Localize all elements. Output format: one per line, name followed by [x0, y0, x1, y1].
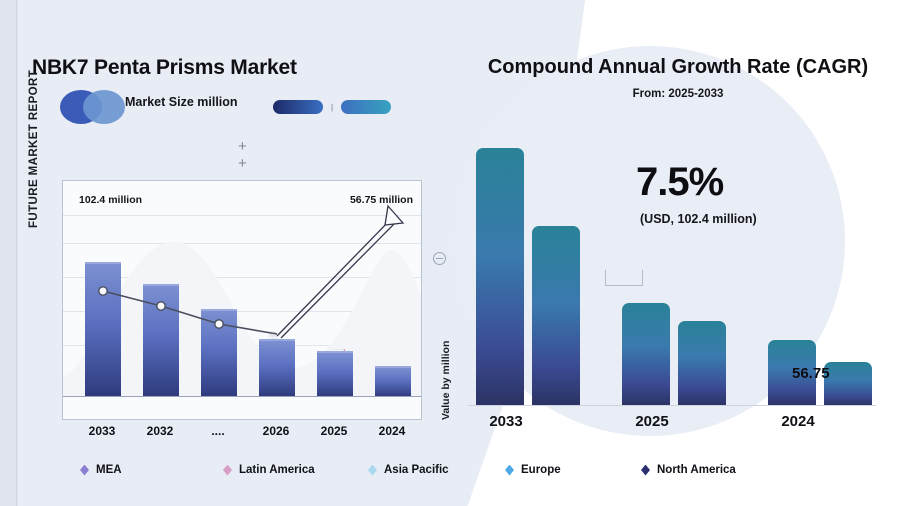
background-left-strip — [0, 0, 18, 506]
x-tick-label: 2032 — [146, 424, 174, 438]
left-chart-note-end: 56.75 million — [349, 194, 413, 206]
page-title: NBK7 Penta Prisms Market — [32, 56, 297, 79]
x-tick-label: 2026 — [262, 424, 290, 438]
right-chart-baseline — [468, 404, 876, 406]
minus-circle-icon — [433, 252, 446, 265]
right-chart-y-axis-title: Value by million — [440, 340, 452, 420]
legend-label: Europe — [521, 464, 561, 476]
legend-item-europe[interactable]: Europe — [505, 464, 641, 476]
cagr-subtitle: From: 2025-2033 — [632, 88, 724, 100]
table-row — [824, 362, 872, 406]
legend-pill-secondary — [341, 100, 392, 114]
gridline — [63, 215, 421, 216]
left-chart-x-axis-labels: 2033 2032 .... 2026 2025 2024 — [62, 424, 422, 444]
x-tick-label: 2033 — [489, 413, 523, 430]
gridline — [63, 277, 421, 278]
right-chart-plot-area: 56.75 2033 2025 2024 — [462, 140, 882, 430]
x-tick-label: 2024 — [781, 413, 815, 430]
legend-marker-icon — [368, 464, 377, 476]
legend-item-mea[interactable]: MEA — [80, 464, 223, 476]
legend-item-latin-america[interactable]: Latin America — [223, 464, 368, 476]
chart-legend: MEA Latin America Asia Pacific Europe No… — [80, 464, 736, 476]
bar-value-label: 56.75 — [792, 365, 830, 382]
gridline — [63, 243, 421, 244]
table-row — [85, 262, 121, 397]
logo-circle-light — [83, 90, 125, 124]
cagr-value: 7.5% — [636, 160, 724, 204]
table-row — [768, 340, 816, 406]
ghost-document-icon: 🗎 — [268, 331, 278, 345]
decorative-plus-marks: + + — [238, 138, 247, 172]
left-chart-note-start: 102.4 million — [79, 194, 143, 206]
cagr-title: Compound Annual Growth Rate (CAGR) — [487, 56, 869, 78]
table-row — [317, 351, 353, 397]
decorative-bracket — [605, 270, 643, 286]
x-tick-label: .... — [211, 424, 225, 438]
x-tick-label: 2025 — [635, 413, 669, 430]
x-tick-label: 2033 — [88, 424, 116, 438]
legend-label: Asia Pacific — [384, 464, 449, 476]
legend-pill-primary — [273, 100, 323, 114]
cagr-value-note: (USD, 102.4 million) — [640, 212, 757, 226]
left-chart-plot-area: 102.4 million 56.75 million 🗎 📈 — [62, 180, 422, 420]
market-size-logo-icon — [60, 88, 130, 126]
legend-marker-icon — [80, 464, 89, 476]
legend-item-north-america[interactable]: North America — [641, 464, 736, 476]
table-row — [259, 339, 295, 397]
left-chart-baseline — [63, 396, 421, 397]
legend-pill-group: | — [273, 100, 392, 114]
x-tick-label: 2024 — [378, 424, 406, 438]
table-row — [476, 148, 524, 406]
legend-pill-separator: | — [331, 102, 334, 112]
left-chart-trend-overlay — [98, 204, 405, 339]
table-row — [375, 366, 411, 397]
x-tick-label: 2025 — [320, 424, 348, 438]
legend-label: MEA — [96, 464, 122, 476]
logo-caption: Market Size million — [125, 95, 238, 109]
gridline — [63, 311, 421, 312]
table-row — [532, 226, 580, 406]
table-row — [622, 303, 670, 406]
left-edge-divider — [16, 0, 17, 506]
table-row — [678, 321, 726, 406]
legend-item-asia-pacific[interactable]: Asia Pacific — [368, 464, 505, 476]
legend-marker-icon — [505, 464, 514, 476]
legend-label: North America — [657, 464, 736, 476]
legend-marker-icon — [641, 464, 650, 476]
legend-marker-icon — [223, 464, 232, 476]
left-chart-y-axis-title: FUTURE MARKET REPORT — [28, 69, 40, 228]
legend-label: Latin America — [239, 464, 315, 476]
